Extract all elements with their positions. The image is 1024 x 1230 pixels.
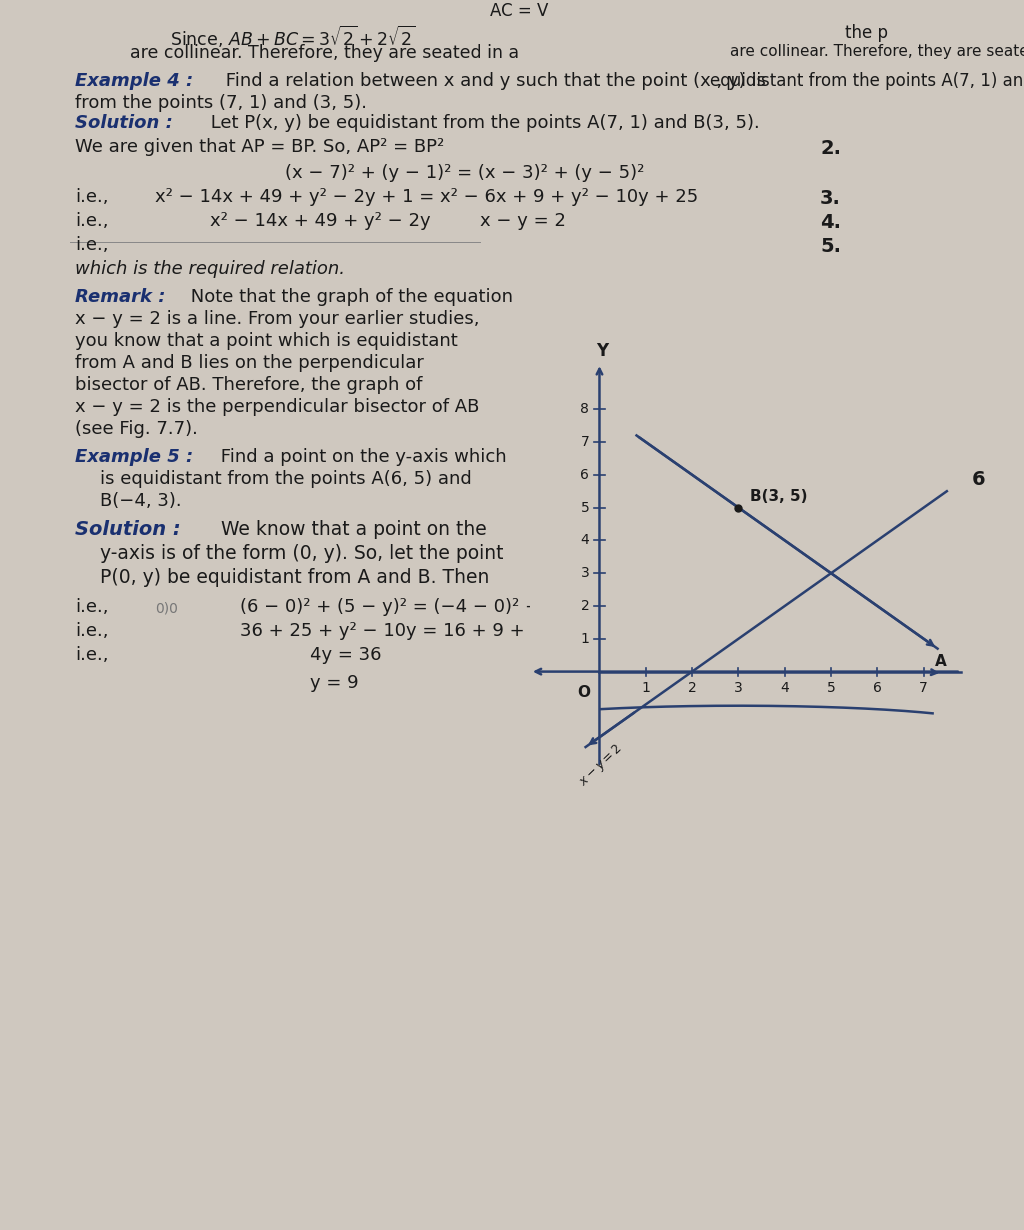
Text: We know that a point on the: We know that a point on the bbox=[215, 520, 486, 539]
Text: 4y = 36: 4y = 36 bbox=[310, 646, 382, 664]
Text: We are given that AP = BP. So, AP² = BP²: We are given that AP = BP. So, AP² = BP² bbox=[75, 138, 444, 156]
Text: (see Fig. 7.7).: (see Fig. 7.7). bbox=[75, 419, 198, 438]
Text: Example 5 :: Example 5 : bbox=[75, 448, 194, 466]
Text: O: O bbox=[577, 685, 590, 700]
Text: (6 − 0)² + (5 − y)² = (−4 − 0)² + (3 − y)²: (6 − 0)² + (5 − y)² = (−4 − 0)² + (3 − y… bbox=[240, 598, 615, 616]
Text: 2: 2 bbox=[581, 599, 589, 613]
Text: you know that a point which is equidistant: you know that a point which is equidista… bbox=[75, 332, 458, 351]
Text: i.e.,: i.e., bbox=[75, 622, 109, 640]
Text: x² − 14x + 49 + y² − 2y: x² − 14x + 49 + y² − 2y bbox=[210, 212, 431, 230]
Text: 5: 5 bbox=[581, 501, 589, 514]
Text: i.e.,: i.e., bbox=[75, 646, 109, 664]
Text: Fig. 7.7: Fig. 7.7 bbox=[760, 568, 833, 587]
Text: Remark :: Remark : bbox=[75, 288, 166, 306]
Text: 6: 6 bbox=[872, 680, 882, 695]
Text: Solution :: Solution : bbox=[75, 114, 173, 132]
Text: from the points (7, 1) and (3, 5).: from the points (7, 1) and (3, 5). bbox=[75, 93, 367, 112]
Text: x − y = 2 is the perpendicular bisector of AB: x − y = 2 is the perpendicular bisector … bbox=[75, 399, 479, 416]
Text: Find a point on the y-axis which: Find a point on the y-axis which bbox=[215, 448, 507, 466]
Text: $x-y=2$: $x-y=2$ bbox=[577, 740, 627, 790]
Text: 3: 3 bbox=[734, 680, 742, 695]
Text: 5: 5 bbox=[826, 680, 836, 695]
Text: equidistant from the points A(7, 1) and B(3, 5).: equidistant from the points A(7, 1) and … bbox=[710, 73, 1024, 90]
Text: bisector of AB. Therefore, the graph of: bisector of AB. Therefore, the graph of bbox=[75, 376, 422, 394]
Text: 6: 6 bbox=[972, 470, 985, 490]
Text: 4: 4 bbox=[581, 534, 589, 547]
Text: 7: 7 bbox=[581, 435, 589, 449]
Text: A: A bbox=[935, 653, 947, 669]
Text: which is the required relation.: which is the required relation. bbox=[75, 260, 345, 278]
Text: (x − 7)² + (y − 1)² = (x − 3)² + (y − 5)²: (x − 7)² + (y − 1)² = (x − 3)² + (y − 5)… bbox=[285, 164, 644, 182]
Text: i.e.,: i.e., bbox=[75, 212, 109, 230]
Text: x − y = 2 is a line. From your earlier studies,: x − y = 2 is a line. From your earlier s… bbox=[75, 310, 479, 328]
Text: 6: 6 bbox=[581, 467, 589, 482]
Text: P(0, y) be equidistant from A and B. Then: P(0, y) be equidistant from A and B. The… bbox=[100, 568, 489, 587]
Text: 3.: 3. bbox=[820, 189, 841, 208]
Text: Since, $AB+BC = 3\sqrt{2}+2\sqrt{2}$: Since, $AB+BC = 3\sqrt{2}+2\sqrt{2}$ bbox=[170, 25, 416, 50]
Text: 2.: 2. bbox=[820, 139, 841, 157]
Text: i.e.,: i.e., bbox=[75, 188, 109, 205]
Text: 5.: 5. bbox=[820, 237, 841, 256]
Text: 1: 1 bbox=[641, 680, 650, 695]
Text: 8: 8 bbox=[581, 402, 589, 416]
Text: 2: 2 bbox=[688, 680, 696, 695]
Text: Find a relation between x and y such that the point (x , y) is: Find a relation between x and y such tha… bbox=[220, 73, 766, 90]
Text: B(−4, 3).: B(−4, 3). bbox=[100, 492, 181, 510]
Text: the p: the p bbox=[845, 25, 888, 42]
Text: 3: 3 bbox=[581, 566, 589, 581]
Text: y = 9: y = 9 bbox=[310, 674, 358, 692]
Text: B(3, 5): B(3, 5) bbox=[750, 490, 808, 504]
Text: 36 + 25 + y² − 10y = 16 + 9 + y² − 6y: 36 + 25 + y² − 10y = 16 + 9 + y² − 6y bbox=[240, 622, 597, 640]
Text: 4.: 4. bbox=[820, 213, 841, 232]
Text: are collinear. Therefore, they are seated in a: are collinear. Therefore, they are seate… bbox=[130, 44, 519, 62]
Text: 7: 7 bbox=[920, 680, 928, 695]
Text: i.e.,: i.e., bbox=[75, 236, 109, 255]
Text: Note that the graph of the equation: Note that the graph of the equation bbox=[185, 288, 513, 306]
Text: from A and B lies on the perpendicular: from A and B lies on the perpendicular bbox=[75, 354, 424, 371]
Text: i.e.,: i.e., bbox=[75, 598, 109, 616]
Text: 1: 1 bbox=[581, 632, 589, 646]
Text: Y: Y bbox=[596, 342, 608, 360]
Text: x − y = 2: x − y = 2 bbox=[480, 212, 566, 230]
Text: 0)0: 0)0 bbox=[155, 601, 178, 615]
Text: is equidistant from the points A(6, 5) and: is equidistant from the points A(6, 5) a… bbox=[100, 470, 472, 488]
Text: 4: 4 bbox=[780, 680, 790, 695]
Text: are collinear. Therefore, they are seated in a: are collinear. Therefore, they are seate… bbox=[730, 44, 1024, 59]
Text: y-axis is of the form (0, y). So, let the point: y-axis is of the form (0, y). So, let th… bbox=[100, 544, 504, 563]
Text: Solution :: Solution : bbox=[75, 520, 180, 539]
Text: AC = V: AC = V bbox=[490, 2, 549, 20]
Text: Let P(x, y) be equidistant from the points A(7, 1) and B(3, 5).: Let P(x, y) be equidistant from the poin… bbox=[205, 114, 760, 132]
Text: Example 4 :: Example 4 : bbox=[75, 73, 194, 90]
Text: x² − 14x + 49 + y² − 2y + 1 = x² − 6x + 9 + y² − 10y + 25: x² − 14x + 49 + y² − 2y + 1 = x² − 6x + … bbox=[155, 188, 698, 205]
